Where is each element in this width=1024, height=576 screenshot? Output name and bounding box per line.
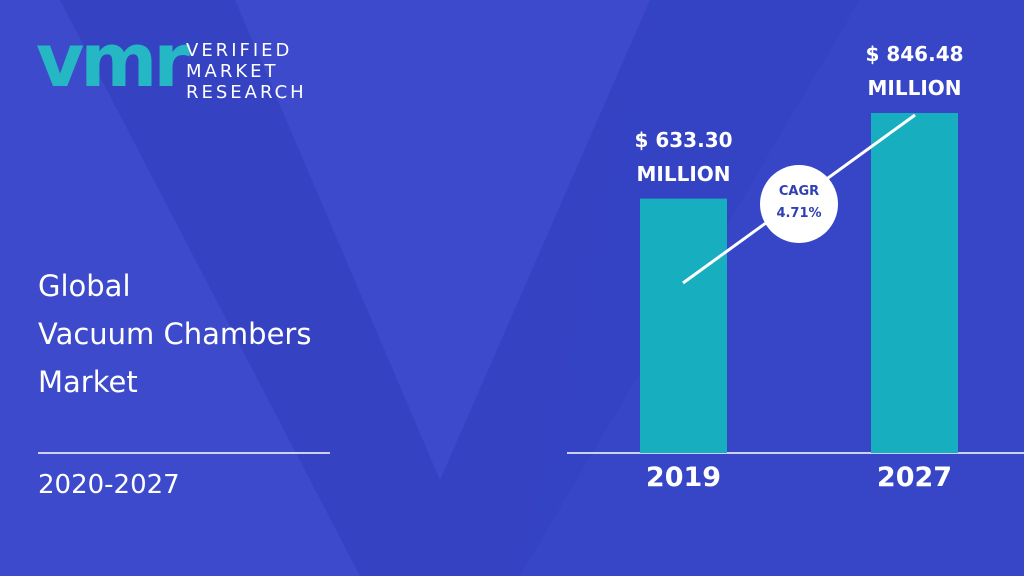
bar: [640, 198, 727, 453]
value-label: $ 846.48 MILLION: [865, 42, 964, 100]
cagr-badge: [760, 165, 838, 243]
bar: [871, 113, 958, 453]
brand-line: MARKET: [186, 61, 279, 82]
title-line: Vacuum Chambers: [38, 317, 312, 351]
cagr-value: 4.71%: [776, 206, 822, 221]
value-label: $ 633.30 MILLION: [634, 127, 733, 186]
cagr-label: CAGR: [778, 184, 820, 199]
title-line: Market: [38, 365, 138, 399]
period: 2020-2027: [38, 470, 180, 500]
title-line: Global: [38, 269, 131, 303]
x-tick-label: 2027: [876, 462, 953, 493]
logo: vmr: [36, 18, 190, 104]
title: Global Vacuum Chambers Market: [38, 262, 311, 406]
brand-line: RESEARCH: [186, 82, 307, 103]
brand-line: VERIFIED: [186, 40, 293, 61]
x-tick-label: 2019: [645, 462, 722, 493]
brand-name: VERIFIED MARKET RESEARCH: [186, 40, 307, 103]
